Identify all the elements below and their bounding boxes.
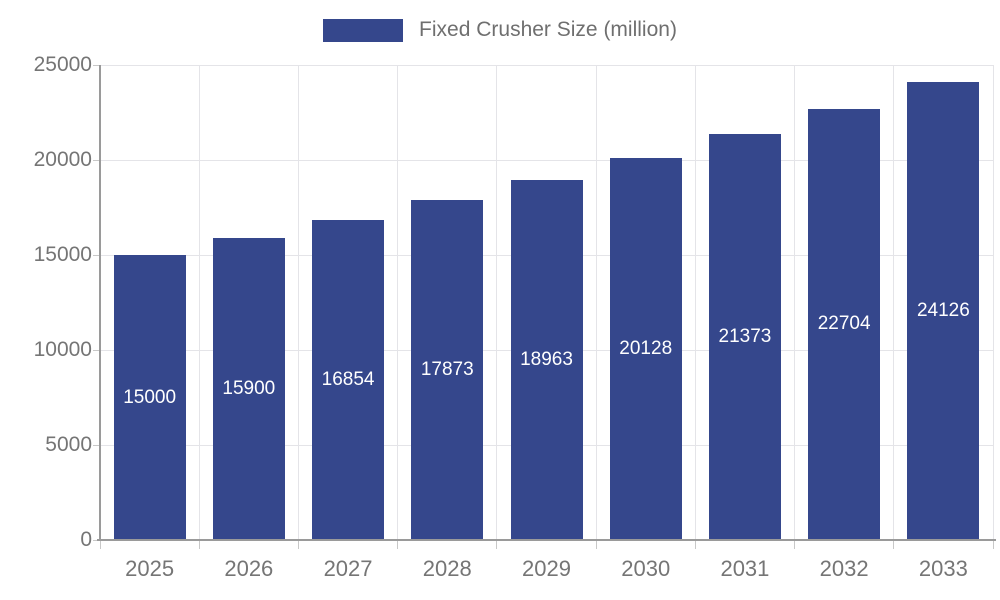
y-axis-tick: [93, 444, 100, 446]
gridline-vertical: [198, 65, 200, 540]
bar-2033: [907, 81, 980, 540]
y-tick-label: 5000: [45, 433, 92, 456]
gridline-vertical: [397, 65, 399, 540]
x-tick-label: 2031: [720, 556, 770, 581]
x-axis-tick: [297, 540, 299, 549]
x-axis-tick: [893, 540, 895, 549]
x-tick-label: 2026: [224, 556, 274, 581]
y-tick-label: 0: [80, 528, 92, 551]
x-axis-tick: [99, 540, 101, 549]
gridline-vertical: [297, 65, 299, 540]
y-tick-label: 10000: [33, 338, 92, 361]
bar-2032: [808, 108, 881, 540]
gridline-vertical: [694, 65, 696, 540]
x-tick-label: 2029: [522, 556, 571, 581]
bar-value-label: 22704: [817, 313, 871, 335]
gridline-vertical: [595, 65, 597, 540]
bar-value-label: 24126: [916, 299, 970, 321]
y-axis-tick: [93, 254, 100, 256]
bar-2027: [312, 219, 385, 540]
bar-value-label: 15000: [123, 386, 177, 408]
bar-value-label: 21373: [718, 325, 772, 347]
bar-value-label: 15900: [222, 377, 276, 399]
y-tick-label: 15000: [33, 243, 92, 266]
x-axis-tick: [397, 540, 399, 549]
y-tick-label: 20000: [33, 148, 92, 171]
y-axis-line: [99, 65, 101, 541]
bar-value-label: 18963: [520, 348, 573, 370]
gridline-vertical: [893, 65, 895, 540]
x-axis-tick: [496, 540, 498, 549]
x-axis-tick: [595, 540, 597, 549]
bar-2030: [609, 157, 682, 540]
y-axis-tick: [93, 159, 100, 161]
y-tick-label: 25000: [33, 53, 92, 76]
x-axis-tick: [794, 540, 796, 549]
gridline-vertical: [496, 65, 498, 540]
bar-2029: [510, 179, 583, 540]
bar-value-label: 16854: [321, 368, 375, 390]
x-tick-label: 2028: [422, 556, 472, 581]
gridline-vertical: [794, 65, 796, 540]
x-axis-tick: [992, 540, 994, 549]
bar-2026: [212, 237, 285, 540]
gridline-horizontal: [100, 64, 993, 66]
bar-value-label: 17873: [420, 359, 474, 381]
gridline-vertical: [992, 65, 994, 540]
bar-value-label: 20128: [619, 337, 673, 359]
bar-2028: [411, 200, 484, 540]
x-axis-tick: [694, 540, 696, 549]
legend-swatch: [323, 18, 404, 42]
x-tick-label: 2025: [125, 556, 175, 581]
x-axis-line: [97, 539, 996, 541]
x-tick-label: 2030: [621, 556, 671, 581]
x-tick-label: 2027: [323, 556, 373, 581]
bar-2031: [708, 133, 781, 540]
x-tick-label: 2032: [819, 556, 869, 581]
bar-2025: [113, 255, 186, 540]
x-axis-tick: [198, 540, 200, 549]
x-tick-label: 2033: [918, 556, 968, 581]
y-axis-tick: [93, 64, 100, 66]
legend-label: Fixed Crusher Size (million): [419, 18, 677, 41]
legend[interactable]: Fixed Crusher Size (million): [0, 16, 1000, 44]
y-axis-tick: [93, 349, 100, 351]
y-axis-tick: [93, 539, 100, 541]
plot-area: 0 5000 10000 15000 20000 25000 2025 2026 2027 202…: [34, 53, 996, 581]
gridline-horizontal: [100, 159, 993, 161]
